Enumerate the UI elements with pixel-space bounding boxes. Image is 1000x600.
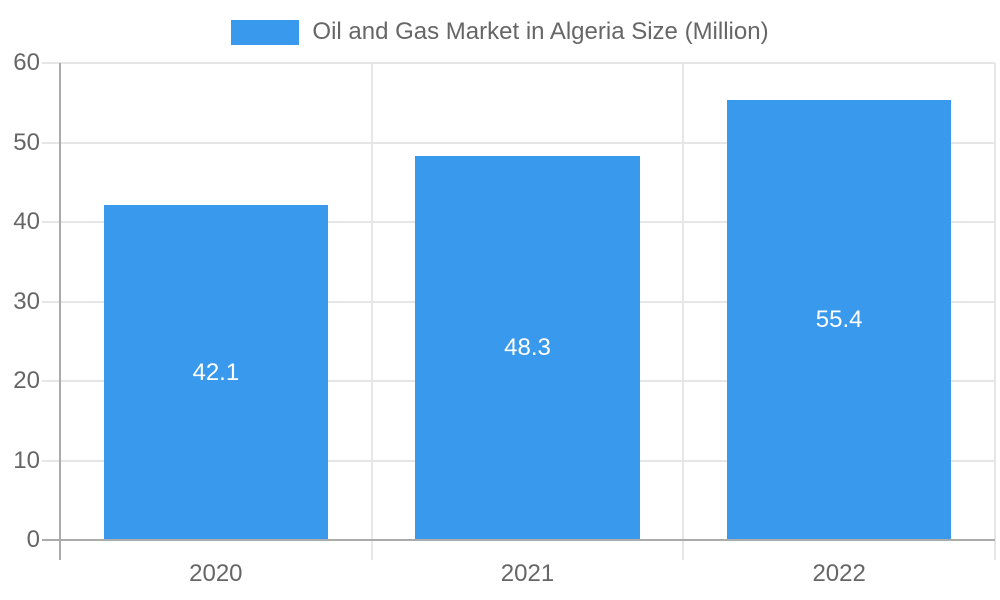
legend-label: Oil and Gas Market in Algeria Size (Mill…	[312, 18, 769, 45]
grid-line-vertical	[994, 63, 996, 540]
bar	[726, 99, 952, 540]
bar-value-label: 48.3	[504, 334, 551, 361]
y-axis-tick	[42, 539, 60, 541]
y-tick-label: 0	[26, 526, 40, 553]
y-axis-tick	[42, 62, 60, 64]
y-axis-tick	[42, 141, 60, 144]
y-axis-tick	[42, 221, 60, 223]
y-axis-tick	[42, 300, 60, 303]
x-axis-tick	[682, 540, 685, 560]
y-tick-label: 10	[13, 446, 40, 474]
grid-line-horizontal	[60, 62, 995, 64]
y-axis-line	[59, 63, 61, 540]
grid-line-vertical	[682, 63, 685, 540]
legend-swatch	[231, 19, 300, 45]
bar	[103, 205, 329, 540]
x-axis-tick	[59, 540, 61, 560]
bar-value-label: 55.4	[815, 305, 863, 333]
grid-line-vertical	[370, 63, 373, 540]
x-tick-label: 2020	[189, 560, 243, 587]
x-axis-tick	[994, 540, 996, 560]
y-tick-label: 20	[13, 367, 40, 394]
y-axis-tick	[42, 459, 60, 462]
x-tick-label: 2022	[812, 560, 866, 587]
legend[interactable]: Oil and Gas Market in Algeria Size (Mill…	[0, 17, 1000, 47]
grid-line-horizontal	[60, 141, 995, 144]
y-tick-label: 50	[13, 128, 40, 156]
x-axis-line	[60, 539, 995, 541]
y-tick-label: 60	[13, 49, 40, 76]
x-axis-tick	[370, 540, 373, 560]
x-tick-label: 2021	[500, 560, 555, 587]
y-axis-tick	[42, 380, 60, 382]
y-tick-label: 40	[13, 208, 40, 235]
bar	[415, 156, 640, 540]
y-tick-label: 30	[13, 287, 40, 315]
bar-value-label: 42.1	[192, 358, 240, 386]
